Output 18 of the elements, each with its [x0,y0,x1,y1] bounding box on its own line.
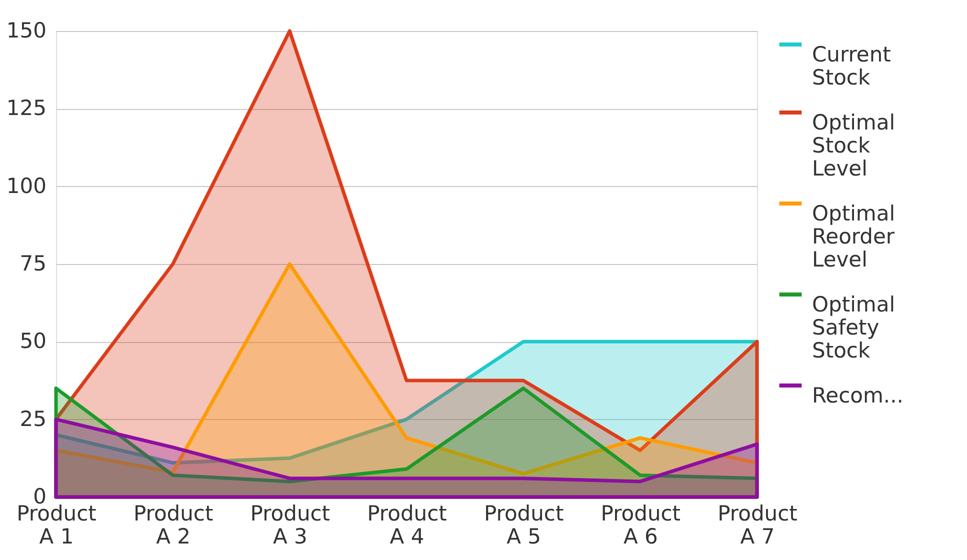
x-tick-label: Product A 7 [718,502,798,548]
y-tick-label: 0 [33,484,46,508]
legend-label: Optimal Reorder Level [812,202,896,272]
y-tick-label: 125 [6,96,46,120]
legend-label: Optimal Safety Stock [812,292,896,362]
x-tick-label: Product A 4 [367,502,447,548]
x-tick-label: Product A 5 [484,502,564,548]
legend-label: Recom... [812,384,904,408]
y-tick-label: 100 [6,174,46,198]
x-tick-label: Product A 6 [600,502,681,548]
y-tick-label: 75 [20,252,46,276]
x-tick-label: Product A 2 [133,502,214,548]
y-tick-label: 150 [6,18,46,42]
y-tick-label: 50 [20,329,46,354]
legend-label: Current Stock [812,42,891,90]
y-tick-label: 25 [20,406,46,431]
x-tick-label: Product A 3 [250,502,330,548]
legend-label: Optimal Stock Level [812,110,896,180]
